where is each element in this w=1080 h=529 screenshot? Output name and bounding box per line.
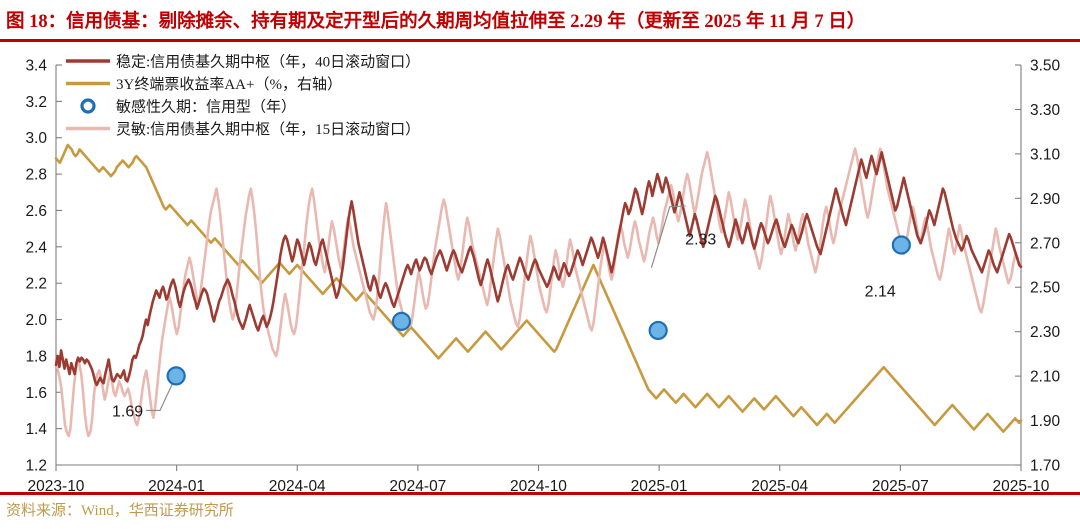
y-axis-left-tick-label: 1.4 xyxy=(25,421,47,438)
y-axis-right-tick-label: 2.90 xyxy=(1030,191,1061,208)
y-axis-left-tick-label: 2.8 xyxy=(25,167,47,184)
title-divider xyxy=(0,39,1080,42)
x-axis-tick-label: 2025-01 xyxy=(631,478,688,492)
y-axis-right-tick-label: 2.30 xyxy=(1030,324,1061,341)
y-axis-right-tick-label: 2.50 xyxy=(1030,280,1061,297)
series-line-agile xyxy=(54,147,1023,438)
legend-item-label: 3Y终端票收益率AA+（%，右轴） xyxy=(116,76,342,93)
markers-group: 1.69 2.14 xyxy=(112,235,911,420)
series-line-stable xyxy=(54,150,1023,387)
series-group xyxy=(54,143,1023,438)
series-line-yield xyxy=(54,143,1023,433)
y-axis-left-tick-label: 1.2 xyxy=(25,458,47,475)
axes-group: 1.2 1.4 1.6 1.8 2.0 2.2 2.4 2.6 2.8 3.0 3.2 3.4 1.70… xyxy=(25,58,1060,493)
y-axis-left-tick-label: 1.6 xyxy=(25,385,47,402)
data-point-label: 1.69 xyxy=(112,403,143,420)
y-axis-left-tick-label: 2.6 xyxy=(25,203,47,220)
x-axis-tick-label: 2025-07 xyxy=(872,478,929,492)
legend-group: 稳定:信用债基久期中枢（年，40日滚动窗口） 3Y终端票收益率AA+（%，右轴） 敏… xyxy=(66,53,420,138)
sensitive-duration-marker xyxy=(648,320,668,341)
y-axis-right-tick-label: 3.10 xyxy=(1030,146,1061,163)
y-axis-left-tick-label: 2.4 xyxy=(25,239,47,256)
sensitive-duration-marker xyxy=(891,235,911,255)
y-axis-left-tick-label: 2.2 xyxy=(25,276,47,293)
x-axis-tick-label: 2024-01 xyxy=(148,478,205,492)
footer-divider xyxy=(0,492,1080,495)
page-title: 图 18：信用债基：剔除摊余、持有期及定开型后的久期周均值拉伸至 2.29 年（… xyxy=(6,12,866,32)
figure-title-bar: 图 18：信用债基：剔除摊余、持有期及定开型后的久期周均值拉伸至 2.29 年（… xyxy=(0,0,1080,40)
legend-item-label: 稳定:信用债基久期中枢（年，40日滚动窗口） xyxy=(116,53,420,71)
x-axis-tick-label: 2023-10 xyxy=(28,478,85,492)
annotations-group: 2.33 xyxy=(650,205,716,268)
x-axis-tick-label: 2024-10 xyxy=(510,478,567,492)
y-axis-left-tick-label: 3.4 xyxy=(25,58,47,75)
source-note: 资料来源：Wind，华西证券研究所 xyxy=(6,503,234,519)
y-axis-left-tick-label: 3.2 xyxy=(25,94,47,111)
y-axis-left-tick-label: 1.8 xyxy=(25,348,47,365)
line-chart: 1.2 1.4 1.6 1.8 2.0 2.2 2.4 2.6 2.8 3.0 3.2 3.4 1.70… xyxy=(25,53,1060,493)
sensitive-duration-marker xyxy=(391,311,412,331)
x-axis-tick-label: 2025-10 xyxy=(993,478,1050,492)
legend-item-label: 灵敏:信用债基久期中枢（年，15日滚动窗口） xyxy=(116,120,420,138)
y-axis-right-tick-label: 2.70 xyxy=(1030,235,1061,252)
x-axis-tick-label: 2024-04 xyxy=(269,478,326,492)
y-axis-left-tick-label: 3.0 xyxy=(25,130,47,147)
legend-swatch-marker xyxy=(80,98,96,114)
y-axis-right-tick-label: 1.90 xyxy=(1030,413,1061,430)
sensitive-duration-marker xyxy=(166,366,186,386)
x-axis-tick-label: 2025-04 xyxy=(751,478,808,492)
annotation-leader-line xyxy=(650,205,686,268)
y-axis-left-tick-label: 2.0 xyxy=(25,312,47,329)
plot-area: 1.2 1.4 1.6 1.8 2.0 2.2 2.4 2.6 2.8 3.0 3.2 3.4 1.70… xyxy=(0,42,1080,493)
annotation-leader-line xyxy=(145,379,175,412)
x-axis-tick-label: 2024-07 xyxy=(389,478,446,492)
y-axis-right-tick-label: 3.50 xyxy=(1030,58,1061,75)
y-axis-right-tick-label: 2.10 xyxy=(1030,369,1061,386)
y-axis-right-tick-label: 3.30 xyxy=(1030,102,1061,119)
legend-item-label: 敏感性久期：信用型（年） xyxy=(116,99,296,116)
data-point-label: 2.14 xyxy=(865,283,896,300)
y-axis-right-tick-label: 1.70 xyxy=(1030,458,1061,475)
data-point-label: 2.33 xyxy=(685,232,716,249)
